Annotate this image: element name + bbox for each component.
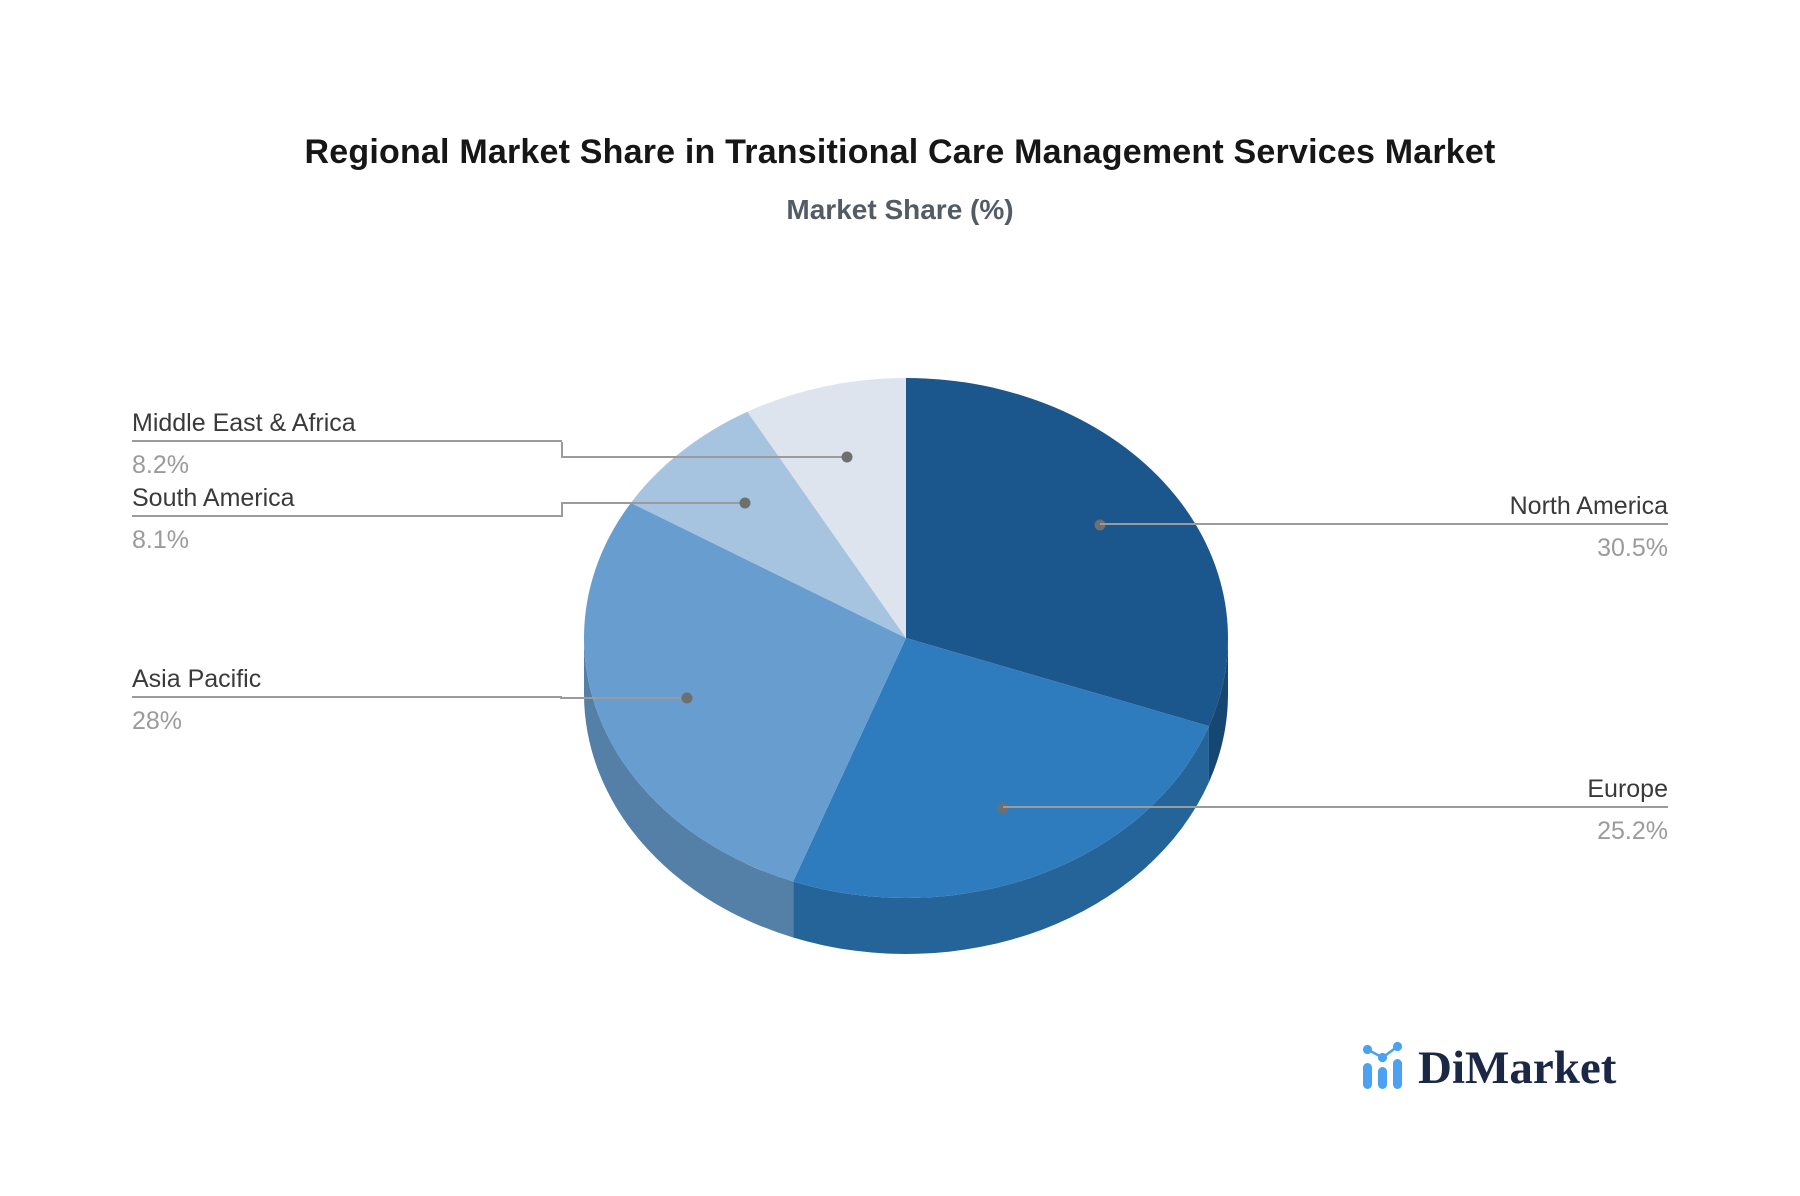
slice-value-europe: 25.2% — [1597, 817, 1668, 845]
bar-line-chart-icon — [1362, 1042, 1403, 1089]
chart-subtitle: Market Share (%) — [786, 194, 1014, 225]
label-block-north-america: North America 30.5% — [1100, 489, 1668, 565]
slice-name-asia-pacific: Asia Pacific — [132, 662, 562, 698]
logo-text: DiMarket — [1418, 1042, 1617, 1094]
label-block-middle-east-africa: Middle East & Africa 8.2% — [132, 406, 562, 482]
slice-name-south-america: South America — [132, 481, 562, 517]
label-block-asia-pacific: Asia Pacific 28% — [132, 662, 562, 738]
slice-name-europe: Europe — [1003, 772, 1668, 808]
chart-title: Regional Market Share in Transitional Ca… — [304, 133, 1496, 171]
label-block-south-america: South America 8.1% — [132, 481, 562, 557]
slice-value-north-america: 30.5% — [1597, 534, 1668, 562]
slice-value-middle-east-africa: 8.2% — [132, 451, 189, 479]
slice-name-north-america: North America — [1100, 489, 1668, 525]
label-block-europe: Europe 25.2% — [1003, 772, 1668, 848]
slice-name-middle-east-africa: Middle East & Africa — [132, 406, 562, 442]
slice-value-south-america: 8.1% — [132, 526, 189, 554]
logo: DiMarket — [1360, 1042, 1616, 1094]
slice-value-asia-pacific: 28% — [132, 707, 183, 735]
